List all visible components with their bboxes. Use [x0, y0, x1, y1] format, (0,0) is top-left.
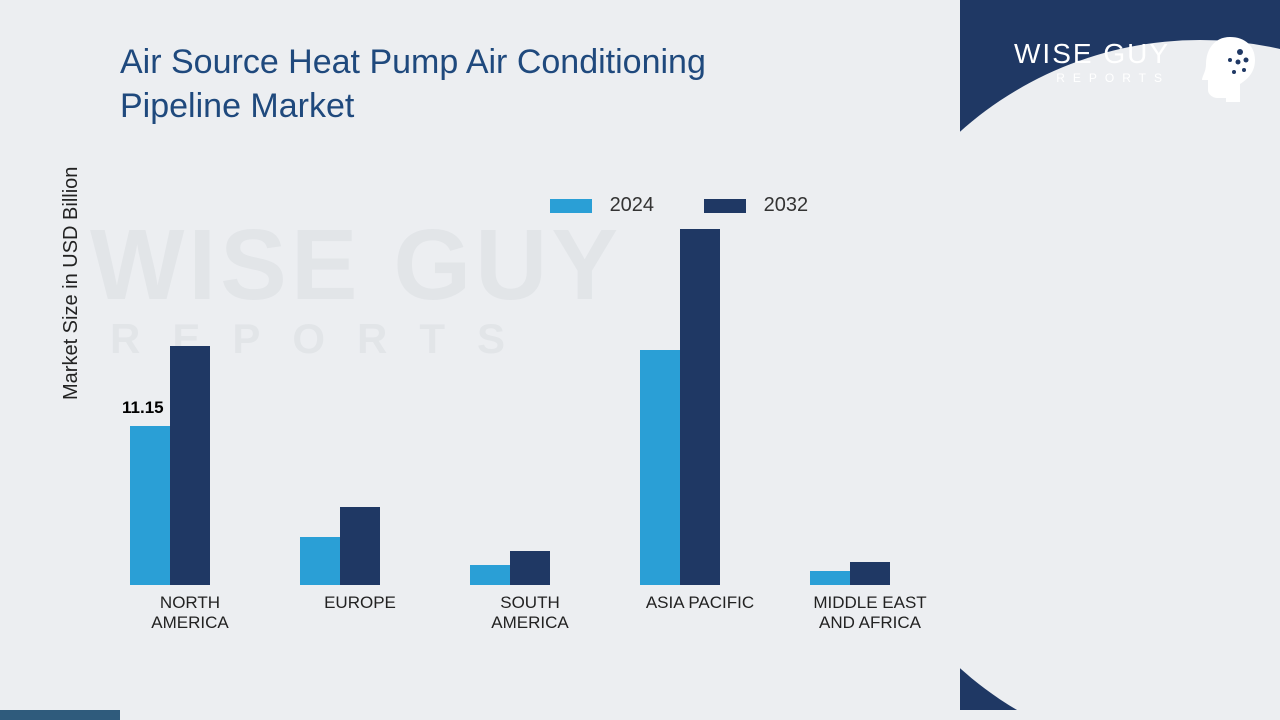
- x-axis-label: MIDDLE EAST AND AFRICA: [800, 593, 940, 634]
- bar-2032: [850, 562, 890, 585]
- plot-area: NORTH AMERICAEUROPESOUTH AMERICAASIA PAC…: [110, 215, 950, 585]
- bar-2024: [810, 571, 850, 585]
- x-axis-label: EUROPE: [290, 593, 430, 613]
- legend-item-2024: 2024: [550, 194, 654, 217]
- logo-main: WISE GUY: [1014, 38, 1170, 69]
- logo-sub: REPORTS: [1014, 72, 1170, 84]
- logo-head-icon: [1200, 32, 1260, 102]
- bar-2024: [470, 565, 510, 585]
- bar-2032: [340, 507, 380, 585]
- brand-logo: WISE GUY REPORTS: [1014, 40, 1170, 84]
- bar-2024: [300, 537, 340, 585]
- x-axis-label: SOUTH AMERICA: [460, 593, 600, 634]
- bar-value-label: 11.15: [122, 398, 164, 418]
- x-axis-label: NORTH AMERICA: [120, 593, 260, 634]
- bar-2024: [130, 426, 170, 585]
- bar-2032: [680, 229, 720, 585]
- bar-2032: [510, 551, 550, 585]
- chart-title: Air Source Heat Pump Air Conditioning Pi…: [120, 40, 720, 128]
- legend: 2024 2032: [550, 194, 808, 217]
- bar-2024: [640, 350, 680, 585]
- legend-label-a: 2024: [610, 194, 655, 216]
- legend-item-2032: 2032: [704, 194, 808, 217]
- bottom-strip: [0, 710, 1280, 720]
- legend-swatch-a: [550, 199, 592, 213]
- y-axis-label: Market Size in USD Billion: [60, 167, 83, 400]
- legend-swatch-b: [704, 199, 746, 213]
- legend-label-b: 2032: [764, 194, 809, 216]
- bar-2032: [170, 346, 210, 585]
- x-axis-label: ASIA PACIFIC: [630, 593, 770, 613]
- chart-canvas: WISE GUY REPORTS Air Source Heat Pump Ai…: [0, 0, 1280, 720]
